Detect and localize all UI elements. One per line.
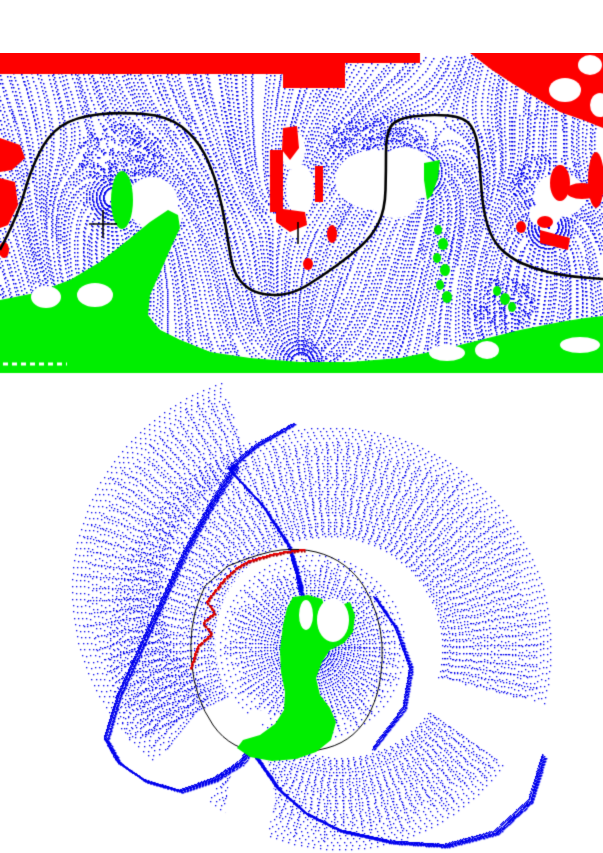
synoptic-map-panel — [0, 53, 603, 375]
field-line-3d-panel — [0, 375, 603, 853]
